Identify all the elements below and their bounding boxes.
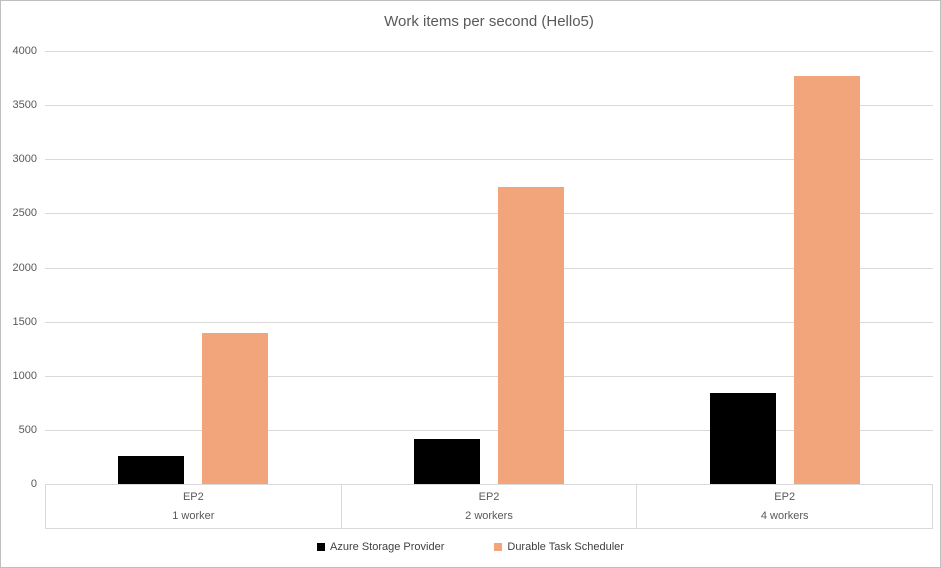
- bar-group-4-workers: [637, 51, 933, 484]
- x-category-cell: EP2 1 worker: [45, 485, 341, 528]
- x-category-sub-label: 2 workers: [465, 510, 513, 522]
- gridline-2000: [45, 267, 933, 269]
- gridline-4000: [45, 51, 933, 52]
- gridline-500: [45, 429, 933, 431]
- gridline-2500: [45, 213, 933, 215]
- x-category-cell: EP2 2 workers: [340, 485, 637, 528]
- gridline-1000: [45, 375, 933, 377]
- gridline-1500: [45, 321, 933, 323]
- y-tick-label: 3000: [12, 153, 37, 166]
- x-category-sub-label: 1 worker: [172, 510, 215, 522]
- bar-azure-storage-provider-4-workers[interactable]: [710, 393, 776, 484]
- bar-group-1-worker: [45, 51, 341, 484]
- x-category-group-label: EP2: [182, 491, 204, 503]
- legend-label: Azure Storage Provider: [330, 541, 445, 553]
- x-category-group-label: EP2: [774, 491, 796, 503]
- x-category-sub-label: 4 workers: [760, 510, 809, 522]
- y-tick-label: 3500: [12, 99, 37, 112]
- chart-title: Work items per second (Hello5): [384, 13, 594, 30]
- legend-swatch-icon: [494, 543, 503, 551]
- legend-item-azure-storage-provider[interactable]: Azure Storage Provider: [317, 541, 444, 553]
- legend-item-durable-task-scheduler[interactable]: Durable Task Scheduler: [494, 541, 624, 553]
- y-tick-label: 1000: [12, 369, 37, 382]
- y-tick-label: 500: [18, 423, 37, 436]
- bar-groups: [45, 51, 933, 484]
- gridline-3000: [45, 159, 933, 161]
- y-tick-label: 2500: [12, 207, 37, 220]
- legend-swatch-icon: [317, 543, 326, 551]
- legend: Azure Storage Provider Durable Task Sched…: [1, 541, 940, 553]
- y-tick-label: 1500: [12, 315, 37, 328]
- bar-durable-task-scheduler-1-worker[interactable]: [202, 333, 268, 484]
- gridline-3500: [45, 105, 933, 107]
- y-tick-label: 4000: [12, 45, 37, 57]
- x-axis-area: EP2 1 worker EP2 2 workers EP2 4 workers: [45, 484, 934, 529]
- plot-area: [45, 51, 933, 485]
- y-tick-label: 0: [30, 478, 37, 490]
- x-category-group-label: EP2: [478, 491, 500, 503]
- bar-azure-storage-provider-1-worker[interactable]: [118, 456, 184, 484]
- x-category-cell: EP2 4 workers: [636, 485, 934, 528]
- bar-azure-storage-provider-2-workers[interactable]: [414, 439, 480, 484]
- bar-durable-task-scheduler-2-workers[interactable]: [498, 187, 564, 484]
- legend-label: Durable Task Scheduler: [507, 541, 624, 553]
- bar-durable-task-scheduler-4-workers[interactable]: [794, 75, 860, 484]
- y-tick-label: 2000: [12, 261, 37, 274]
- bar-group-2-workers: [341, 51, 637, 484]
